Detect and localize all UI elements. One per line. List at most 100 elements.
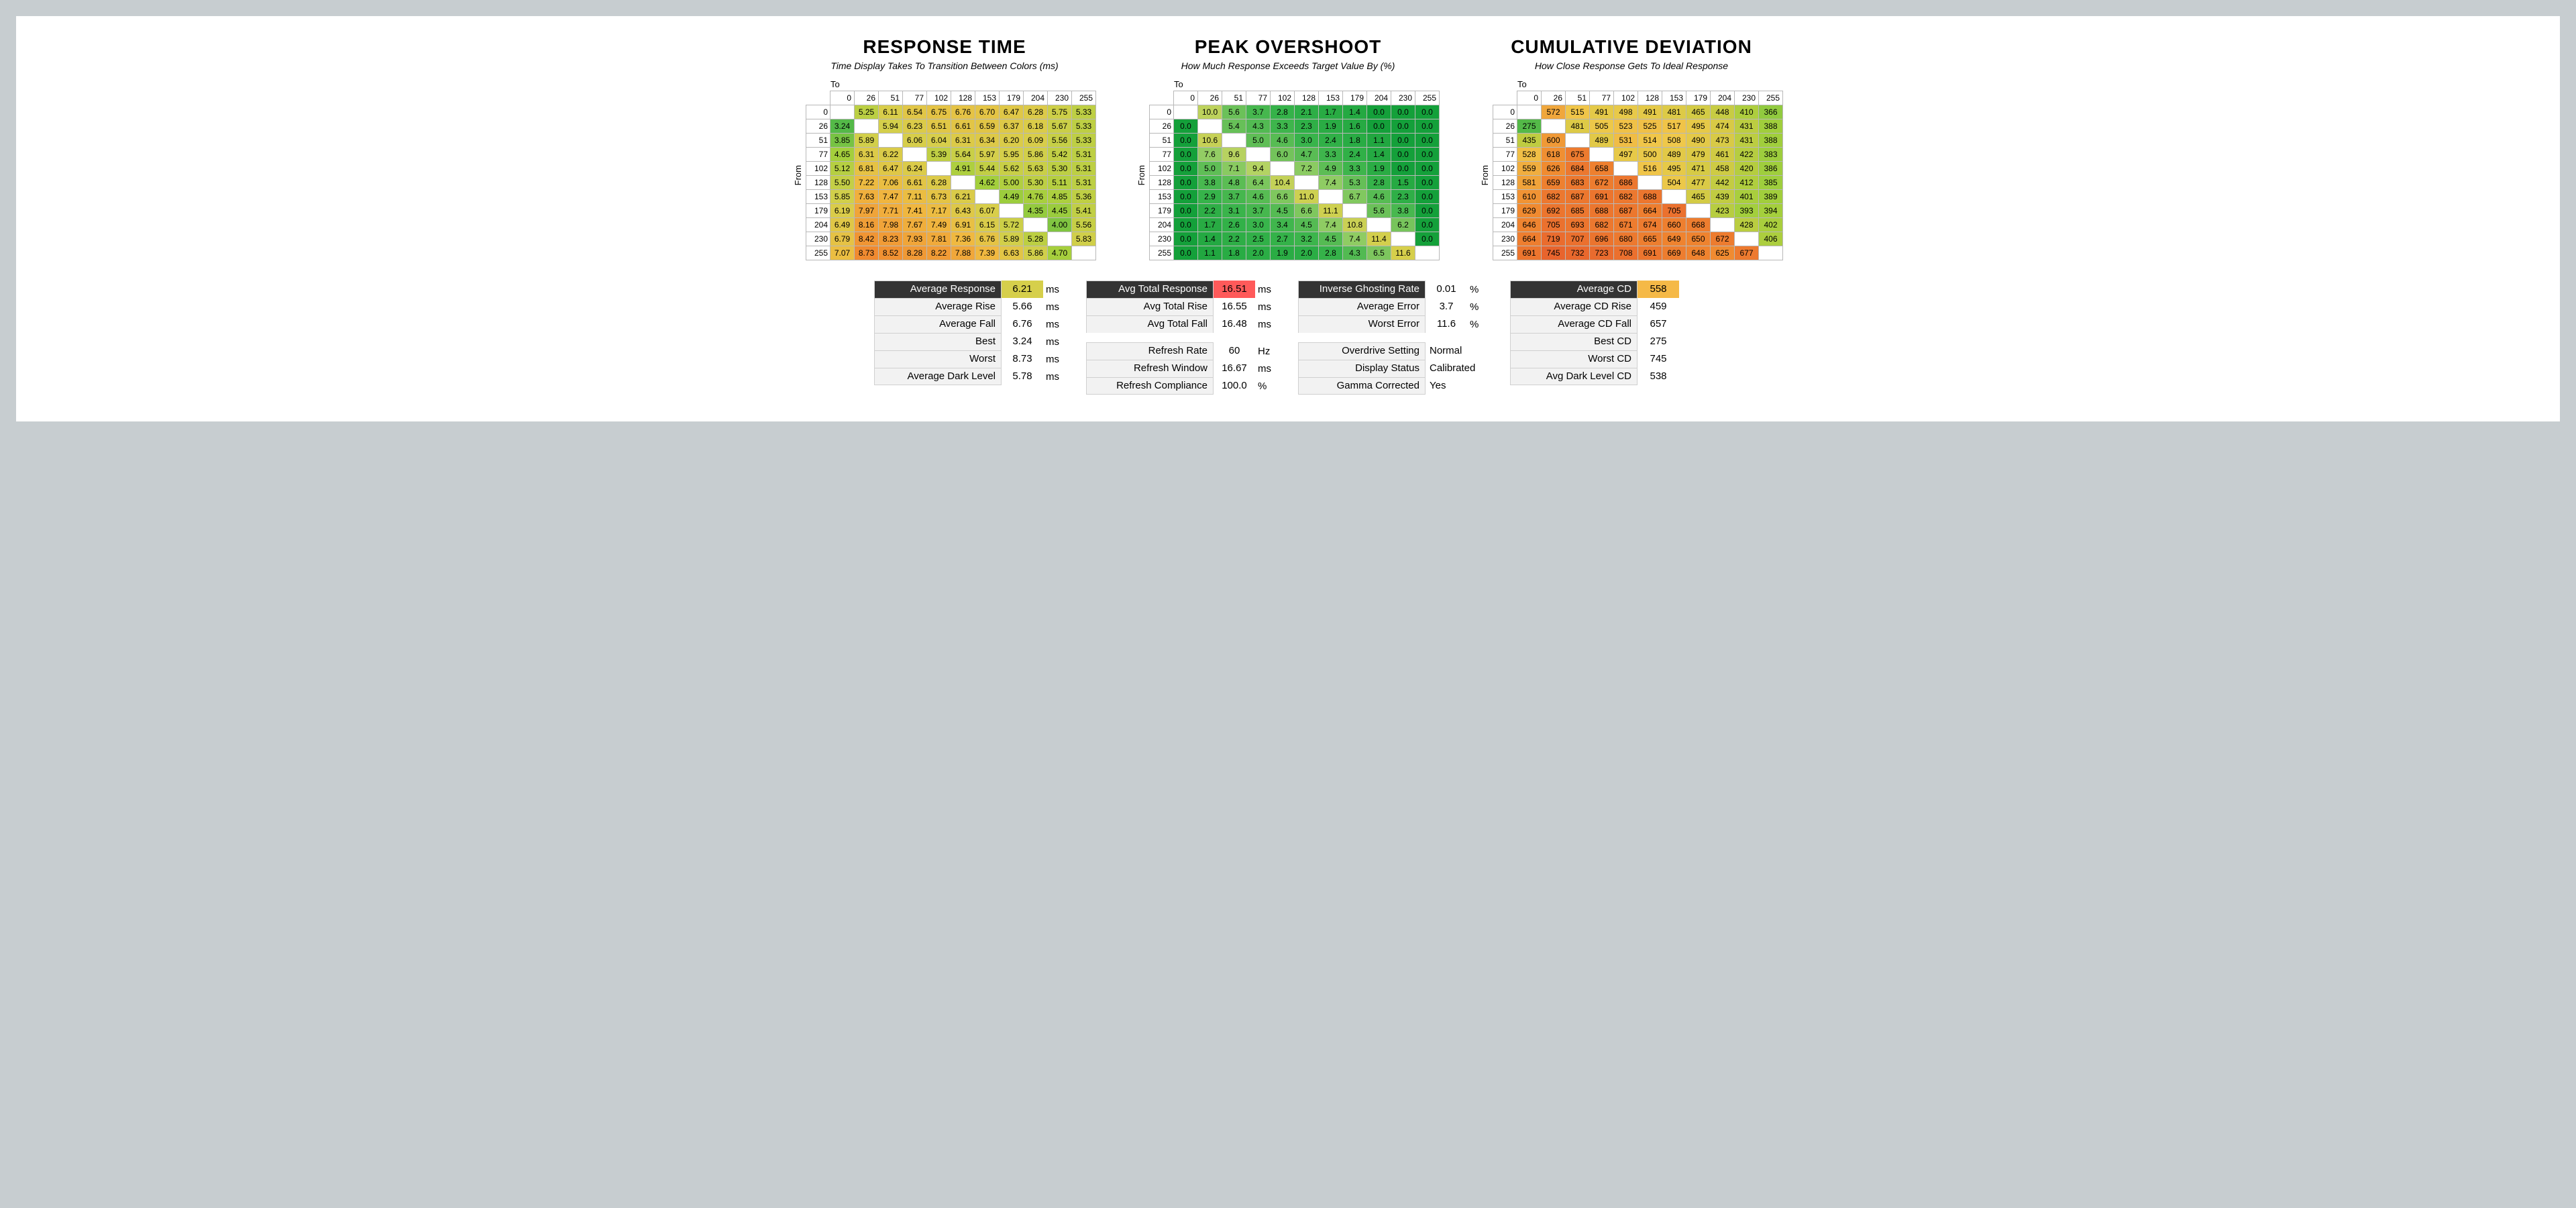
- heatmap-cell: 686: [1614, 176, 1638, 190]
- heatmap-cell: 1.8: [1343, 134, 1367, 148]
- heatmap-cell: 6.43: [951, 204, 975, 218]
- heatmap-cell: 7.2: [1295, 162, 1319, 176]
- heatmap-cell: 4.65: [830, 148, 855, 162]
- heatmap-cell: 6.11: [879, 105, 903, 119]
- heatmap-cell: 6.7: [1343, 190, 1367, 204]
- col-header: 230: [1048, 91, 1072, 105]
- heatmap-cell: 664: [1517, 232, 1542, 246]
- heatmap-cell: 7.4: [1343, 232, 1367, 246]
- heatmap-cell: 412: [1735, 176, 1759, 190]
- row-header: 204: [1493, 218, 1517, 232]
- summary-row: Refresh Window16.67ms: [1086, 360, 1278, 377]
- summary-unit: ms: [1255, 301, 1278, 313]
- row-header: 77: [1150, 148, 1174, 162]
- heatmap-cell: 490: [1686, 134, 1711, 148]
- row-header: 102: [806, 162, 830, 176]
- heatmap-cell: 8.22: [927, 246, 951, 260]
- heatmap-cell: 420: [1735, 162, 1759, 176]
- summary-block-1: Avg Total Response16.51msAvg Total Rise1…: [1086, 281, 1278, 395]
- heatmap-cell: 4.85: [1048, 190, 1072, 204]
- heatmap-cell: 3.8: [1198, 176, 1222, 190]
- heatmap-cell: 7.71: [879, 204, 903, 218]
- axis-from-label: From: [1136, 165, 1146, 185]
- heatmap-cell: 1.4: [1343, 105, 1367, 119]
- heatmap-cell: 2.5: [1246, 232, 1271, 246]
- summary-value: 16.51: [1214, 281, 1255, 298]
- heatmap-cell: 610: [1517, 190, 1542, 204]
- heatmap-cell: 516: [1638, 162, 1662, 176]
- heatmap-cell: 0.0: [1391, 162, 1415, 176]
- heatmap-cell: 6.15: [975, 218, 1000, 232]
- summary-label: Worst Error: [1298, 315, 1426, 333]
- heatmap-cell: 6.70: [975, 105, 1000, 119]
- summary-unit: %: [1255, 381, 1278, 392]
- heatmap-cell: 705: [1662, 204, 1686, 218]
- heatmap-cell: 0.0: [1174, 162, 1198, 176]
- report-page: RESPONSE TIMETime Display Takes To Trans…: [16, 16, 2560, 421]
- heatmap-cell: 4.6: [1367, 190, 1391, 204]
- heatmap-cell: 3.7: [1246, 105, 1271, 119]
- heatmap-cell: 6.28: [1024, 105, 1048, 119]
- heatmap-cell: 0.0: [1174, 218, 1198, 232]
- heatmap-cell: [1048, 232, 1072, 246]
- row-header: 204: [806, 218, 830, 232]
- heatmap-cell: 5.30: [1024, 176, 1048, 190]
- heatmap-cell: 5.94: [879, 119, 903, 134]
- heatmap-cell: 4.49: [1000, 190, 1024, 204]
- heatmap-cell: 687: [1614, 204, 1638, 218]
- summary-unit: ms: [1043, 371, 1066, 383]
- heatmap-cell: 431: [1735, 119, 1759, 134]
- heatmap-cell: 2.0: [1295, 246, 1319, 260]
- heatmap-cell: 3.3: [1271, 119, 1295, 134]
- row-header: 255: [806, 246, 830, 260]
- heatmap-cell: 682: [1590, 218, 1614, 232]
- heatmap-cell: 691: [1517, 246, 1542, 260]
- heatmap-cell: 1.9: [1319, 119, 1343, 134]
- summary-unit: %: [1467, 319, 1490, 330]
- heatmap-cell: 11.4: [1367, 232, 1391, 246]
- col-header: 153: [975, 91, 1000, 105]
- heatmap-cell: 6.49: [830, 218, 855, 232]
- heatmap-cell: 0.0: [1391, 119, 1415, 134]
- heatmap-cell: 388: [1759, 119, 1783, 134]
- summary-value: Normal: [1426, 342, 1490, 360]
- row-header: 128: [1493, 176, 1517, 190]
- heatmap-cell: 5.63: [1024, 162, 1048, 176]
- col-header: 51: [1222, 91, 1246, 105]
- heatmap-cell: 707: [1566, 232, 1590, 246]
- heatmap-cell: 2.8: [1367, 176, 1391, 190]
- heatmap-cell: 422: [1735, 148, 1759, 162]
- heatmap-cell: 1.6: [1343, 119, 1367, 134]
- heatmap-cell: 5.85: [830, 190, 855, 204]
- heatmap-cell: 4.35: [1024, 204, 1048, 218]
- heatmap-cell: 0.0: [1415, 232, 1440, 246]
- heatmap-cell: 481: [1662, 105, 1686, 119]
- heatmap-cell: [1614, 162, 1638, 176]
- col-header: 102: [1271, 91, 1295, 105]
- heatmap-cell: 7.63: [855, 190, 879, 204]
- heatmap-cell: 4.00: [1048, 218, 1072, 232]
- row-header: 153: [806, 190, 830, 204]
- row-header: 51: [1150, 134, 1174, 148]
- heatmap-cell: 7.06: [879, 176, 903, 190]
- col-header: 255: [1759, 91, 1783, 105]
- heatmap-cell: 5.6: [1222, 105, 1246, 119]
- summary-value: 16.67: [1214, 360, 1255, 377]
- summary-label: Refresh Window: [1086, 360, 1214, 377]
- summary-label: Overdrive Setting: [1298, 342, 1426, 360]
- heatmap-cell: [1367, 218, 1391, 232]
- row-header: 153: [1150, 190, 1174, 204]
- row-header: 179: [1150, 204, 1174, 218]
- axis-from-label: From: [793, 165, 803, 185]
- heatmap-cell: 674: [1638, 218, 1662, 232]
- heatmap-cell: 0.0: [1415, 134, 1440, 148]
- summary-label: Refresh Compliance: [1086, 377, 1214, 395]
- heatmap-cell: 5.42: [1048, 148, 1072, 162]
- heatmap-cell: 0.0: [1174, 148, 1198, 162]
- heatmap-cell: 1.9: [1367, 162, 1391, 176]
- heatmap-cell: [1735, 232, 1759, 246]
- heatmap-cell: 6.09: [1024, 134, 1048, 148]
- heatmap-cell: 6.23: [903, 119, 927, 134]
- panel-title: RESPONSE TIME: [863, 36, 1026, 58]
- summary-row: Average CD Fall657: [1510, 315, 1702, 333]
